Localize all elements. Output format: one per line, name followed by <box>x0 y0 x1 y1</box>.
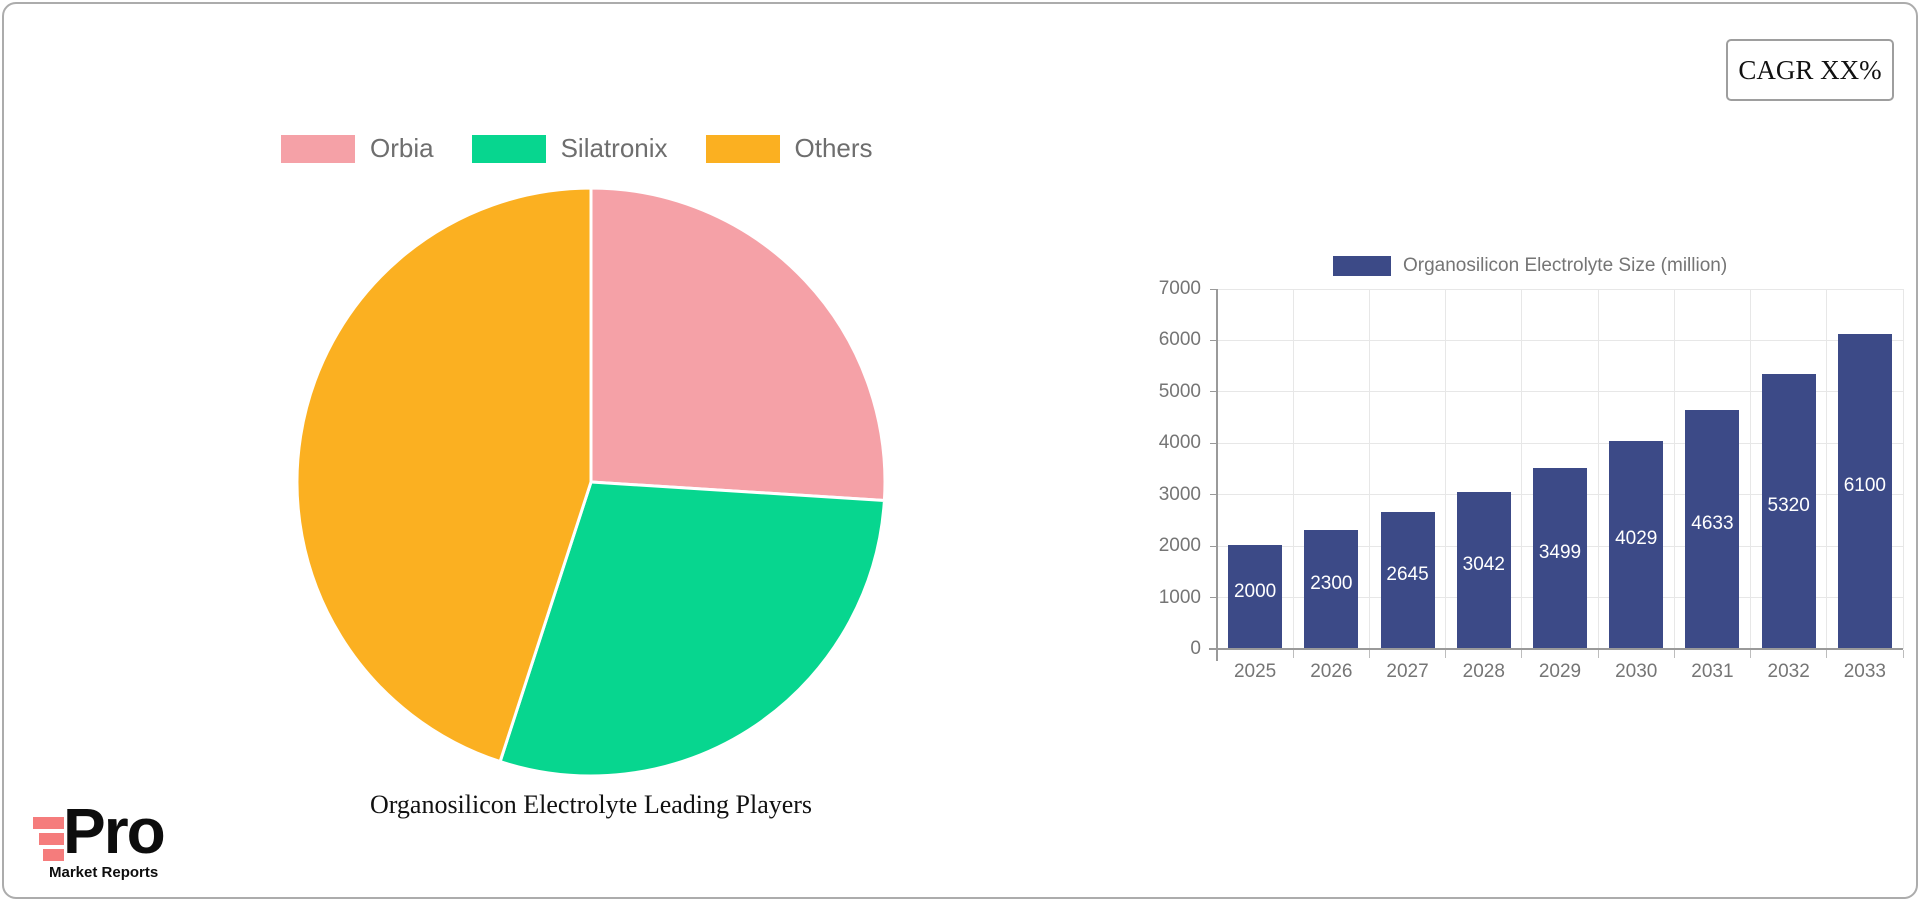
gridline-horizontal <box>1217 442 1903 444</box>
bar-value-label: 3499 <box>1538 542 1582 564</box>
bar-value-label: 2300 <box>1310 572 1353 594</box>
y-axis-tick <box>1210 442 1217 444</box>
x-axis-tick <box>1826 650 1828 658</box>
y-axis-tick <box>1210 545 1217 547</box>
legend-label: Silatronix <box>560 133 668 163</box>
pie-chart <box>295 186 887 778</box>
legend-swatch <box>281 134 355 163</box>
bar-legend-label: Organosilicon Electrolyte Size (million) <box>1403 255 1728 276</box>
gridline-vertical <box>1673 289 1675 649</box>
bar: 6100 <box>1837 334 1892 648</box>
gridline-vertical <box>1750 289 1752 649</box>
y-axis-tick-label: 6000 <box>1158 329 1201 351</box>
y-axis-tick-label: 1000 <box>1158 586 1201 608</box>
legend-label: Others <box>794 133 873 163</box>
legend-swatch <box>705 134 780 163</box>
cagr-label: CAGR XX% <box>1738 54 1882 85</box>
y-axis-tick <box>1210 597 1217 599</box>
y-axis-tick-label: 4000 <box>1158 432 1201 454</box>
gridline-vertical <box>1368 289 1370 649</box>
bar: 3042 <box>1456 491 1511 648</box>
pie-slice-orbia <box>589 186 887 502</box>
gridline-horizontal <box>1217 339 1903 341</box>
pie-chart-title: Organosilicon Electrolyte Leading Player… <box>369 790 813 819</box>
pie-legend-item-orbia: Orbia <box>281 133 434 164</box>
x-axis-tick <box>1445 650 1447 658</box>
logo-bar-icon <box>33 817 64 829</box>
bar-value-label: 5320 <box>1767 495 1810 517</box>
bar-legend-swatch <box>1333 256 1391 276</box>
logo-tagline: Market Reports <box>49 864 159 881</box>
pro-market-reports-logo: Pro Market Reports <box>33 799 233 894</box>
x-axis-tick <box>1902 650 1904 658</box>
bar: 2645 <box>1380 511 1435 648</box>
x-axis-tick <box>1368 650 1370 658</box>
gridline-vertical <box>1445 289 1447 649</box>
x-axis-category-label: 2026 <box>1310 661 1353 682</box>
legend-label: Orbia <box>370 133 434 163</box>
gridline-vertical <box>1521 289 1523 649</box>
bar-value-label: 2645 <box>1386 563 1429 585</box>
bar-value-label: 2000 <box>1233 580 1277 602</box>
bar: 4633 <box>1685 409 1740 648</box>
gridline-vertical <box>1597 289 1599 649</box>
bar: 3499 <box>1533 468 1587 648</box>
gridline-horizontal <box>1217 288 1903 290</box>
logo-bar-icon <box>43 849 64 861</box>
y-axis-tick <box>1210 391 1217 393</box>
x-axis-category-label: 2028 <box>1462 661 1505 682</box>
x-axis-category-label: 2032 <box>1767 661 1810 682</box>
pie-legend-item-silatronix: Silatronix <box>471 133 668 164</box>
logo-bar-icon <box>39 833 64 845</box>
y-axis-tick <box>1210 288 1217 290</box>
y-axis-line <box>1216 289 1218 661</box>
bar-chart-legend: Organosilicon Electrolyte Size (million) <box>1333 255 1727 277</box>
bar: 5320 <box>1761 374 1816 648</box>
x-axis-category-label: 2025 <box>1233 661 1277 682</box>
y-axis-tick-label: 7000 <box>1158 278 1201 299</box>
y-axis-tick-label: 2000 <box>1158 535 1201 557</box>
bar-chart-plot-area: 0 1000 2000 3000 4000 5000 6000 7000 2000 2025 230… <box>1159 278 1904 682</box>
gridline-horizontal <box>1217 391 1903 393</box>
logo-wordmark: Pro <box>63 795 166 867</box>
cagr-badge: CAGR XX% <box>1726 39 1894 101</box>
x-axis-tick <box>1750 650 1752 658</box>
y-axis-tick-label: 0 <box>1190 638 1201 659</box>
pie-slice-others <box>295 186 593 764</box>
x-axis-category-label: 2031 <box>1691 661 1734 682</box>
x-axis-tick <box>1673 650 1675 658</box>
bar: 2300 <box>1304 529 1359 648</box>
x-axis-tick <box>1292 650 1294 658</box>
y-axis-tick <box>1210 494 1217 496</box>
y-axis-tick <box>1210 339 1217 341</box>
pie-legend: Orbia Silatronix Others <box>281 133 873 164</box>
gridline-vertical <box>1826 289 1828 649</box>
y-axis-tick-label: 5000 <box>1158 380 1201 402</box>
x-axis-category-label: 2029 <box>1538 661 1582 682</box>
legend-swatch <box>471 134 546 163</box>
bar-value-label: 3042 <box>1462 553 1505 575</box>
bar-value-label: 4029 <box>1615 528 1658 550</box>
x-axis-tick <box>1521 650 1523 658</box>
bar-value-label: 4633 <box>1691 512 1734 534</box>
x-axis-category-label: 2033 <box>1843 661 1887 682</box>
x-axis-line <box>1209 648 1903 650</box>
gridline-vertical <box>1902 289 1904 649</box>
bar: 2000 <box>1228 545 1283 648</box>
x-axis-category-label: 2030 <box>1615 661 1658 682</box>
x-axis-category-label: 2027 <box>1386 661 1429 682</box>
bar-value-label: 6100 <box>1843 475 1887 497</box>
x-axis-tick <box>1597 650 1599 658</box>
gridline-vertical <box>1292 289 1294 649</box>
pie-slice-silatronix <box>498 480 886 778</box>
pie-legend-item-others: Others <box>705 133 873 164</box>
bar: 4029 <box>1609 440 1664 648</box>
y-axis-tick-label: 3000 <box>1158 483 1201 505</box>
